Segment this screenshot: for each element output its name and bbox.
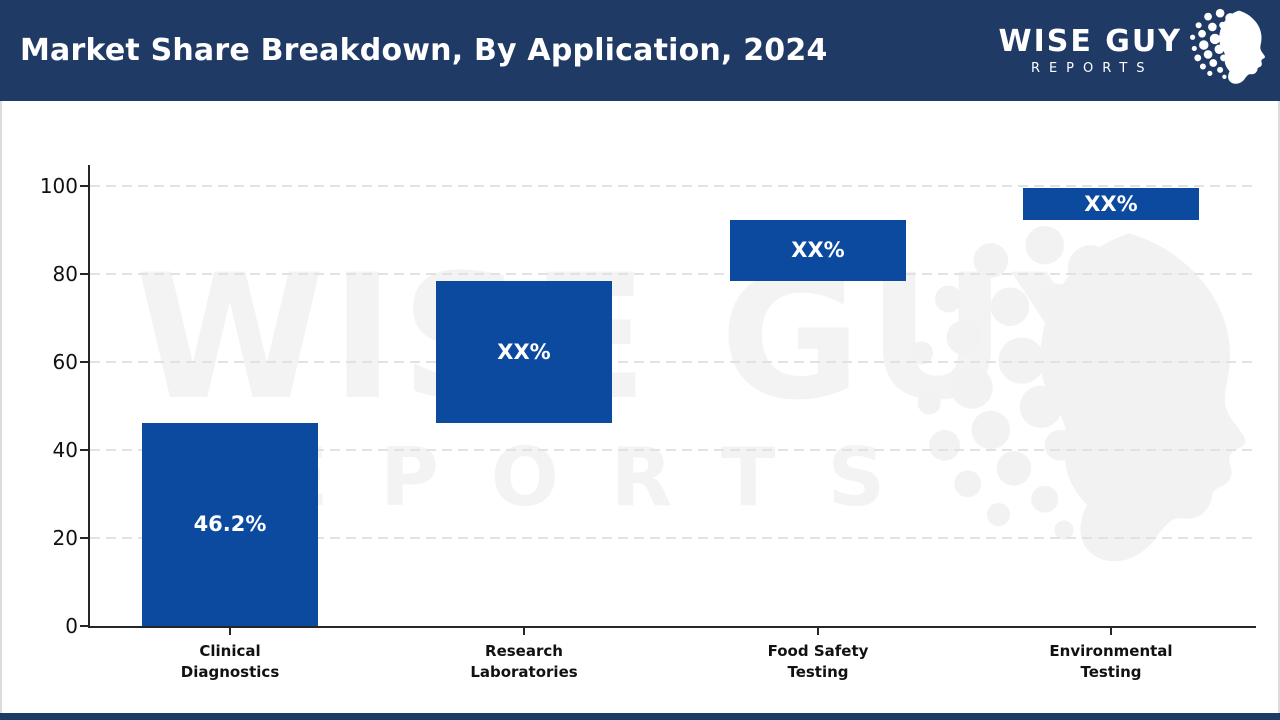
y-tick-mark xyxy=(80,449,88,451)
y-tick-label: 60 xyxy=(52,350,78,374)
footer-bar xyxy=(0,713,1280,720)
y-tick-label: 80 xyxy=(52,262,78,286)
bar-value-label: XX% xyxy=(1084,191,1138,216)
y-tick-label: 40 xyxy=(52,438,78,462)
category-label-line: Clinical xyxy=(199,642,261,660)
y-tick-mark xyxy=(80,273,88,275)
y-tick-label: 100 xyxy=(39,174,78,198)
y-tick-mark xyxy=(80,537,88,539)
gridline-80 xyxy=(90,273,1256,275)
bar-value-label: 46.2% xyxy=(193,512,267,537)
page-title: Market Share Breakdown, By Application, … xyxy=(20,33,828,68)
x-tick-mark xyxy=(523,628,525,635)
y-axis-line xyxy=(88,165,90,628)
logo-face-icon xyxy=(1184,6,1270,96)
logo-wordmark: WISE GUY xyxy=(998,23,1182,59)
gridline-40 xyxy=(90,449,1256,451)
bar-clinical-diagnostics xyxy=(142,422,318,626)
y-tick-mark xyxy=(80,361,88,363)
bar-value-label: XX% xyxy=(497,339,551,364)
logo-subtext: REPORTS xyxy=(1030,60,1154,76)
bar-food-safety-testing xyxy=(730,219,906,282)
logo-text: WISE GUY REPORTS xyxy=(998,23,1182,76)
category-label: Clinical Diagnostics xyxy=(120,641,340,683)
category-label-line: Testing xyxy=(1080,663,1142,681)
category-label: Research Laboratories xyxy=(414,641,634,683)
gridline-100 xyxy=(90,185,1256,187)
category-label: Environmental Testing xyxy=(1001,641,1221,683)
category-label-line: Diagnostics xyxy=(180,663,280,681)
x-tick-mark xyxy=(229,628,231,635)
category-label-line: Laboratories xyxy=(470,663,578,681)
category-label: Food Safety Testing xyxy=(708,641,928,683)
x-tick-mark xyxy=(817,628,819,635)
gridline-20 xyxy=(90,537,1256,539)
category-label-line: Food Safety xyxy=(767,642,869,660)
y-tick-label: 0 xyxy=(65,614,78,638)
y-tick-mark xyxy=(80,185,88,187)
category-label-line: Environmental xyxy=(1049,642,1173,660)
x-tick-mark xyxy=(1110,628,1112,635)
y-tick-mark xyxy=(80,625,88,627)
header: Market Share Breakdown, By Application, … xyxy=(0,0,1280,101)
category-label-line: Research xyxy=(485,642,563,660)
x-axis-line xyxy=(88,626,1256,628)
bar-environmental-testing xyxy=(1023,187,1199,220)
gridline-60 xyxy=(90,361,1256,363)
brand-logo: WISE GUY REPORTS xyxy=(998,0,1270,101)
bar-value-label: XX% xyxy=(791,238,845,263)
category-label-line: Testing xyxy=(787,663,849,681)
y-tick-label: 20 xyxy=(52,526,78,550)
bar-research-laboratories xyxy=(436,281,612,423)
